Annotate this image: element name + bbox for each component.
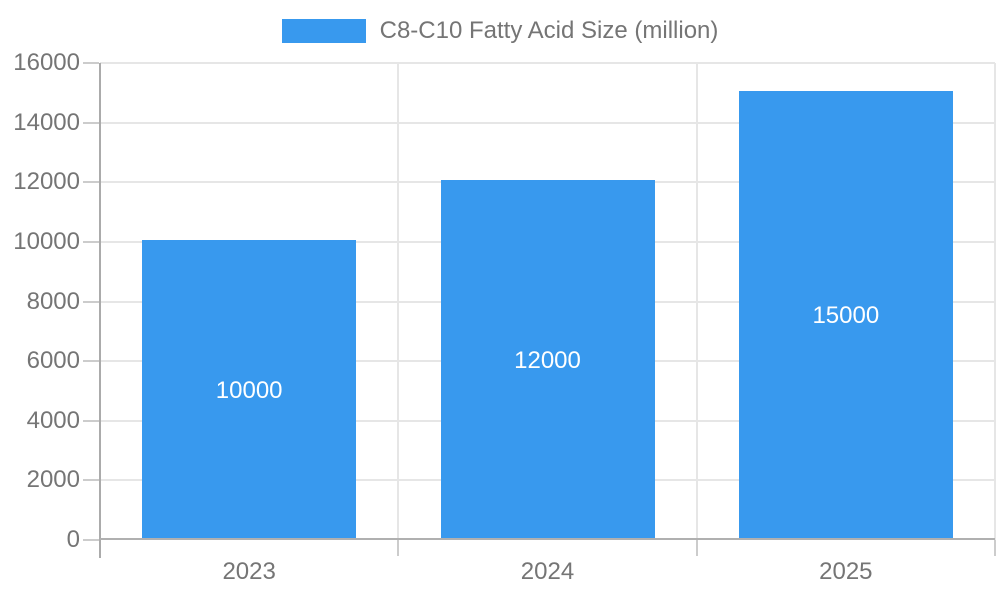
chart-legend[interactable]: C8-C10 Fatty Acid Size (million) <box>0 17 1000 45</box>
y-axis-tick-mark <box>83 360 99 363</box>
bar-value-label: 15000 <box>812 302 880 330</box>
x-axis-tick-mark <box>397 540 400 556</box>
gridline-vertical <box>397 63 400 540</box>
y-axis-tick-mark <box>83 181 99 184</box>
bar-value-label: 10000 <box>215 376 283 404</box>
legend-label: C8-C10 Fatty Acid Size (million) <box>379 17 719 44</box>
y-axis-tick-label: 6000 <box>26 347 80 375</box>
y-axis-tick-label: 16000 <box>13 49 80 76</box>
y-axis-tick-mark <box>83 539 99 541</box>
y-axis-tick-label: 8000 <box>26 287 80 315</box>
y-axis-tick-mark <box>83 121 99 124</box>
gridline-horizontal <box>100 121 995 124</box>
plot-area: 10000 12000 15000 <box>83 62 996 558</box>
bar-value-label: 12000 <box>514 347 581 375</box>
x-axis-line <box>100 538 995 540</box>
bar[interactable] <box>440 180 655 538</box>
y-axis-tick-label: 0 <box>66 526 80 553</box>
y-axis-tick-mark <box>83 62 99 64</box>
x-axis-tick-mark <box>994 540 996 556</box>
y-axis-line <box>99 63 101 558</box>
gridline-horizontal <box>100 62 995 64</box>
y-axis-tick-label: 14000 <box>13 108 80 136</box>
x-axis-label: 2025 <box>819 558 873 585</box>
bar[interactable] <box>142 239 357 538</box>
legend-swatch-icon <box>281 19 366 43</box>
y-axis-tick-mark <box>83 300 99 303</box>
bar[interactable] <box>738 90 953 538</box>
y-axis-tick-mark <box>83 240 99 243</box>
y-axis-tick-mark <box>83 479 99 482</box>
x-axis-label: 2023 <box>222 558 276 585</box>
y-axis-tick-label: 10000 <box>13 227 80 255</box>
x-axis-tick-mark <box>695 540 698 556</box>
gridline-vertical <box>695 63 698 540</box>
y-axis-tick-label: 4000 <box>26 406 80 434</box>
y-axis-tick-label: 2000 <box>26 466 80 494</box>
y-axis-tick-mark <box>83 419 99 422</box>
x-axis-label: 2024 <box>520 558 575 585</box>
y-axis-tick-label: 12000 <box>13 168 80 196</box>
gridline-vertical <box>994 63 996 540</box>
